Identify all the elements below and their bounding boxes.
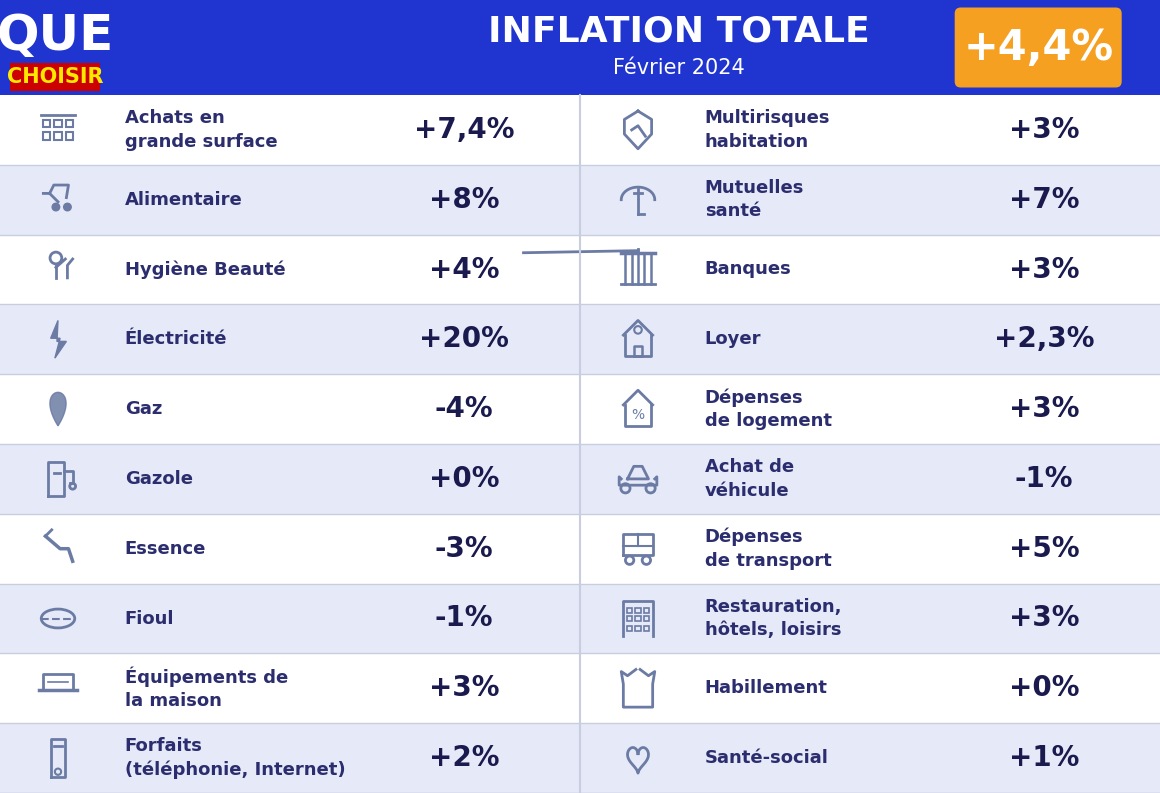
Text: +3%: +3% (1009, 395, 1079, 423)
Text: -1%: -1% (1015, 465, 1073, 493)
Text: Février 2024: Février 2024 (612, 59, 745, 79)
Text: +3%: +3% (1009, 255, 1079, 284)
Text: %: % (631, 408, 645, 423)
FancyBboxPatch shape (955, 7, 1122, 87)
FancyBboxPatch shape (580, 723, 1160, 793)
FancyBboxPatch shape (580, 444, 1160, 514)
Text: -1%: -1% (435, 604, 493, 633)
Polygon shape (50, 393, 66, 426)
Text: +4%: +4% (429, 255, 499, 284)
Text: Essence: Essence (125, 540, 206, 557)
Text: Achats en
grande surface: Achats en grande surface (125, 109, 277, 151)
FancyBboxPatch shape (0, 723, 580, 793)
Text: Gaz: Gaz (125, 400, 162, 418)
Text: +7,4%: +7,4% (414, 116, 514, 144)
FancyBboxPatch shape (580, 653, 1160, 723)
FancyBboxPatch shape (0, 165, 580, 235)
Text: Gazole: Gazole (125, 470, 193, 488)
Text: Banques: Banques (705, 260, 791, 278)
FancyBboxPatch shape (580, 514, 1160, 584)
Text: +0%: +0% (1009, 674, 1079, 703)
Text: CHOISIR: CHOISIR (7, 67, 103, 87)
Text: -3%: -3% (435, 534, 493, 563)
Text: Restauration,
hôtels, loisirs: Restauration, hôtels, loisirs (705, 598, 842, 639)
Text: +4,4%: +4,4% (963, 26, 1114, 68)
Text: QUE: QUE (0, 12, 114, 60)
Text: +20%: +20% (419, 325, 509, 354)
Text: +3%: +3% (1009, 604, 1079, 633)
Text: Santé-social: Santé-social (705, 749, 828, 767)
Text: +1%: +1% (1009, 744, 1079, 772)
Text: Hygiène Beauté: Hygiène Beauté (125, 260, 285, 279)
Text: Multirisques
habitation: Multirisques habitation (705, 109, 831, 151)
FancyBboxPatch shape (0, 584, 580, 653)
Text: +8%: +8% (429, 186, 499, 213)
Text: -4%: -4% (435, 395, 493, 423)
Text: Loyer: Loyer (705, 331, 761, 348)
Text: INFLATION TOTALE: INFLATION TOTALE (487, 14, 870, 48)
Text: +5%: +5% (1009, 534, 1079, 563)
FancyBboxPatch shape (580, 235, 1160, 305)
Circle shape (64, 203, 71, 211)
Text: Mutuelles
santé: Mutuelles santé (705, 179, 804, 220)
FancyBboxPatch shape (0, 235, 580, 305)
Polygon shape (51, 320, 66, 358)
Text: Forfaits
(téléphonie, Internet): Forfaits (téléphonie, Internet) (125, 737, 346, 780)
FancyBboxPatch shape (10, 63, 100, 91)
Text: +7%: +7% (1009, 186, 1079, 213)
FancyBboxPatch shape (0, 444, 580, 514)
FancyBboxPatch shape (580, 584, 1160, 653)
Text: Achat de
véhicule: Achat de véhicule (705, 458, 793, 500)
FancyBboxPatch shape (580, 95, 1160, 165)
Text: +0%: +0% (429, 465, 499, 493)
FancyBboxPatch shape (0, 0, 1160, 95)
Text: Habillement: Habillement (705, 680, 827, 697)
Text: +2,3%: +2,3% (994, 325, 1094, 354)
Text: +2%: +2% (429, 744, 499, 772)
FancyBboxPatch shape (0, 653, 580, 723)
FancyBboxPatch shape (580, 165, 1160, 235)
FancyBboxPatch shape (0, 305, 580, 374)
Text: Équipements de
la maison: Équipements de la maison (125, 666, 288, 711)
FancyBboxPatch shape (0, 374, 580, 444)
FancyBboxPatch shape (0, 95, 580, 165)
Text: Électricité: Électricité (125, 331, 227, 348)
Text: Fioul: Fioul (125, 610, 174, 627)
Text: Dépenses
de transport: Dépenses de transport (705, 527, 832, 569)
Text: Dépenses
de logement: Dépenses de logement (705, 388, 832, 430)
Text: +3%: +3% (429, 674, 499, 703)
FancyBboxPatch shape (580, 374, 1160, 444)
Text: +3%: +3% (1009, 116, 1079, 144)
Text: Alimentaire: Alimentaire (125, 190, 242, 209)
FancyBboxPatch shape (0, 514, 580, 584)
FancyBboxPatch shape (580, 305, 1160, 374)
Circle shape (52, 203, 59, 211)
